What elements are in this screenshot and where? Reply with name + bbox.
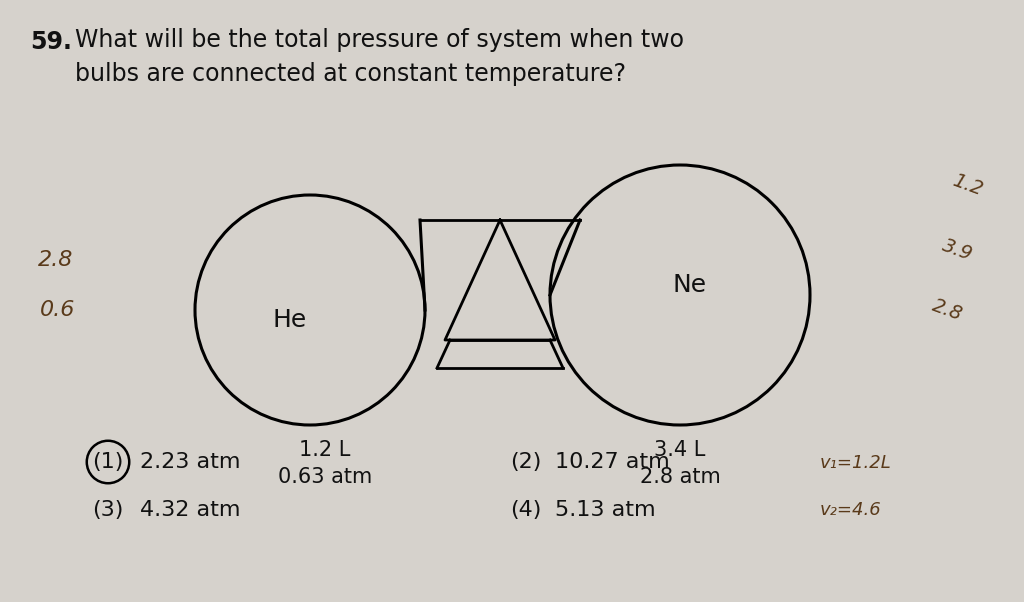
Text: 1.2: 1.2 <box>950 171 986 199</box>
Text: 5.13 atm: 5.13 atm <box>555 500 655 520</box>
Text: (2): (2) <box>510 452 542 472</box>
Text: 59.: 59. <box>30 30 72 54</box>
Text: 0.63 atm: 0.63 atm <box>278 467 372 487</box>
Text: (1): (1) <box>92 452 124 472</box>
Text: (3): (3) <box>92 500 124 520</box>
Text: 3.9: 3.9 <box>940 236 976 264</box>
Text: 2.23 atm: 2.23 atm <box>140 452 241 472</box>
Text: v₂=4.6: v₂=4.6 <box>820 501 882 519</box>
Text: He: He <box>272 308 307 332</box>
Text: What will be the total pressure of system when two
bulbs are connected at consta: What will be the total pressure of syste… <box>75 28 684 85</box>
Text: 1.2 L: 1.2 L <box>299 440 350 460</box>
Text: v₁=1.2L: v₁=1.2L <box>820 454 892 472</box>
Text: 2.8 atm: 2.8 atm <box>640 467 720 487</box>
Text: (4): (4) <box>510 500 542 520</box>
Text: 2.8: 2.8 <box>38 250 74 270</box>
Text: 0.6: 0.6 <box>40 300 76 320</box>
Text: 10.27 atm: 10.27 atm <box>555 452 670 472</box>
Text: 2.8: 2.8 <box>930 296 966 324</box>
Text: 3.4 L: 3.4 L <box>654 440 706 460</box>
Text: Ne: Ne <box>673 273 707 297</box>
Text: 4.32 atm: 4.32 atm <box>140 500 241 520</box>
